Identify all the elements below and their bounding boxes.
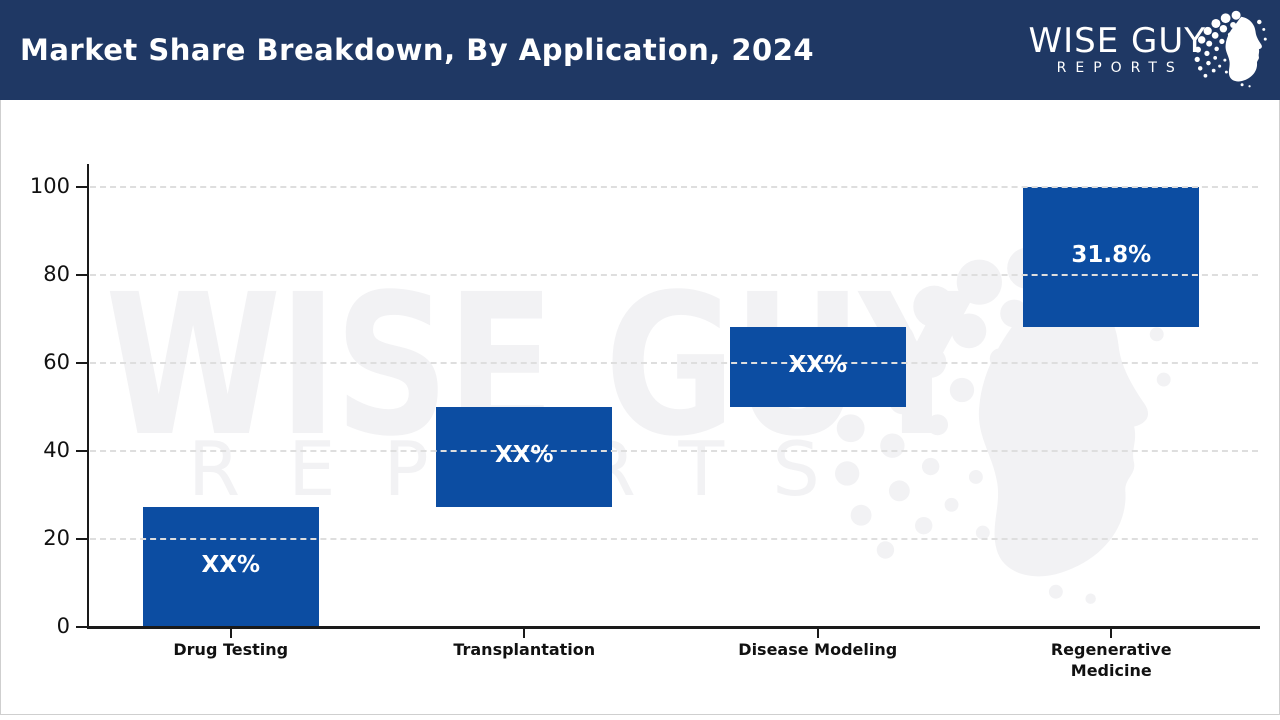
x-category-label: Drug Testing xyxy=(173,640,289,659)
y-tick-label: 100 xyxy=(29,174,70,198)
bar xyxy=(436,407,613,507)
y-tick-label: 20 xyxy=(43,526,70,550)
x-axis-line xyxy=(87,626,1260,629)
x-category-label: Disease Modeling xyxy=(738,640,898,659)
brand-logo-text: WISE GUY REPORTS xyxy=(1028,21,1206,76)
y-axis-line xyxy=(87,164,89,628)
y-tick-label: 60 xyxy=(43,350,70,374)
y-tick-label: 80 xyxy=(43,262,70,286)
x-category-label: Regenerative Medicine xyxy=(1050,640,1172,680)
bar-value-label: XX% xyxy=(494,441,554,468)
y-axis-tick xyxy=(76,186,88,188)
x-axis-tick xyxy=(229,629,232,638)
bar xyxy=(142,506,319,627)
gridline xyxy=(90,186,1258,188)
bar-value-label: 31.8% xyxy=(1071,241,1152,268)
bar-value-label: XX% xyxy=(201,551,260,578)
bar xyxy=(1023,187,1200,327)
x-category-label: Transplantation xyxy=(453,640,596,659)
brand-name: WISE GUY xyxy=(1028,21,1206,62)
y-axis-tick xyxy=(76,362,88,364)
y-axis-tick xyxy=(76,450,88,452)
bar-value-label: XX% xyxy=(788,351,847,378)
x-axis-tick xyxy=(816,629,819,638)
x-axis-tick xyxy=(523,629,526,638)
face-profile-dots-icon xyxy=(1194,10,1267,88)
y-axis-tick xyxy=(76,626,88,628)
brand-logo: WISE GUY REPORTS xyxy=(1028,4,1272,96)
gridline xyxy=(90,450,1258,452)
y-axis-tick xyxy=(76,274,88,276)
y-axis-tick xyxy=(76,538,88,540)
brand-subname: REPORTS xyxy=(1056,59,1184,76)
y-tick-label: 0 xyxy=(56,614,70,638)
gridline xyxy=(90,538,1258,540)
x-axis-tick xyxy=(1110,629,1113,638)
chart-title: Market Share Breakdown, By Application, … xyxy=(20,33,815,67)
gridline xyxy=(90,274,1258,276)
bar xyxy=(729,326,906,407)
y-tick-label: 40 xyxy=(43,438,70,462)
header: Market Share Breakdown, By Application, … xyxy=(0,0,1280,100)
gridline xyxy=(90,362,1258,364)
